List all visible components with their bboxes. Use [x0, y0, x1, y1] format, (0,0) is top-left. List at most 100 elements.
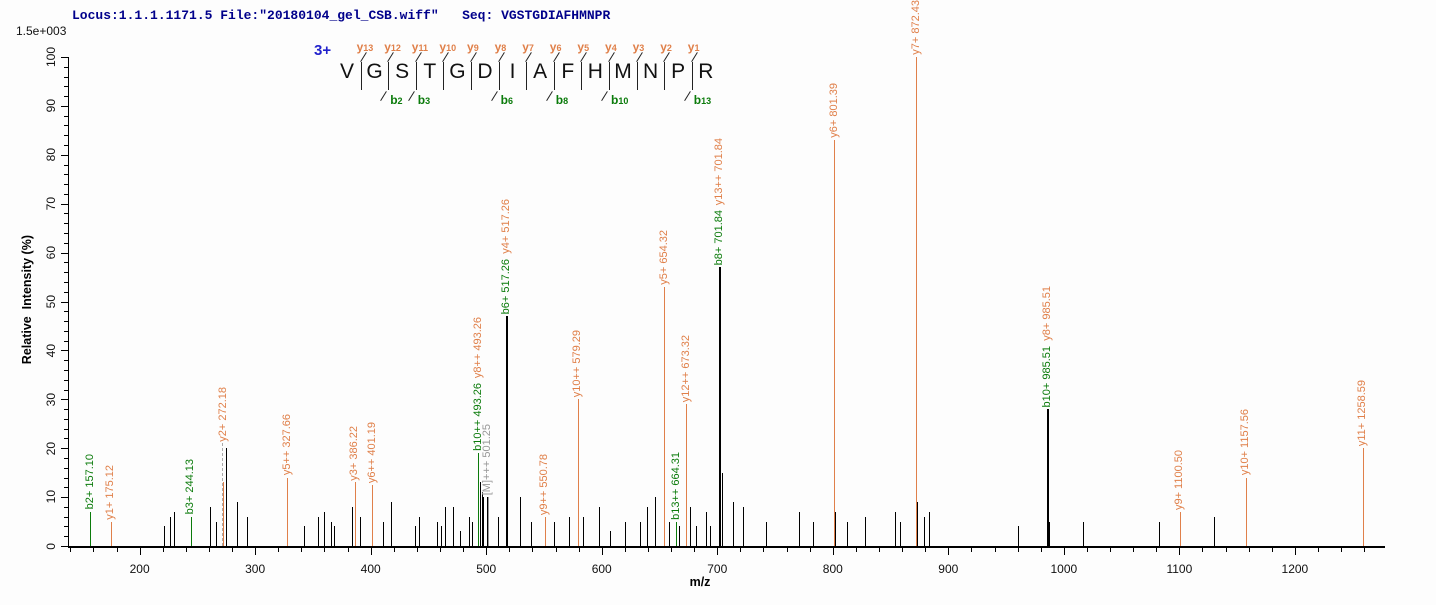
y-tick-major — [61, 546, 68, 547]
sequence-y-ion-label: y9 — [467, 40, 479, 54]
unlabeled-peak — [480, 482, 482, 546]
unlabeled-peak — [710, 526, 712, 546]
cleavage-mark — [691, 62, 693, 90]
unlabeled-peak — [317, 516, 319, 546]
peak-label: y13++ 701.84 — [712, 137, 725, 205]
y-tick-label-text: 100 — [44, 46, 58, 68]
y-tick-minor — [64, 321, 68, 323]
residue-letter: I — [509, 60, 516, 83]
y-tick-minor — [64, 291, 68, 293]
y-tick-label-text: 70 — [44, 197, 58, 211]
x-tick-minor — [578, 548, 580, 552]
y-tick-minor — [64, 369, 68, 371]
residue-letter: N — [643, 60, 659, 83]
unlabeled-peak — [471, 521, 473, 546]
x-tick-major — [832, 548, 834, 555]
y-tick-label-text: 80 — [44, 148, 58, 162]
sequence-b-ion-label: b3 — [417, 93, 431, 107]
sequence-y-ion-label: y1 — [687, 40, 700, 54]
unlabeled-peak — [436, 521, 438, 546]
residue-letter: G — [366, 60, 383, 83]
unlabeled-peak — [481, 492, 483, 546]
x-tick-minor — [162, 548, 164, 552]
peak-label: y3+ 386.22 — [348, 425, 361, 481]
y-tick-label-text: 10 — [44, 490, 58, 504]
y-tick-label: 40 — [44, 330, 58, 370]
residue-letter: P — [671, 60, 686, 83]
x-tick-minor — [555, 548, 557, 552]
x-axis-title: m/z — [689, 575, 711, 589]
unlabeled-peak — [609, 531, 611, 546]
unlabeled-peak — [732, 501, 734, 546]
unlabeled-peak — [303, 526, 305, 546]
peak-label-stack: y5+ 654.32 — [656, 230, 672, 285]
x-tick-minor — [70, 548, 72, 552]
unlabeled-peak — [917, 501, 918, 546]
unlabeled-peak — [469, 516, 471, 546]
unlabeled-peak — [383, 521, 385, 546]
unlabeled-peak — [582, 516, 584, 546]
y-tick-minor — [64, 506, 68, 508]
y-tick-minor — [64, 184, 68, 186]
y-tick-minor — [64, 457, 68, 459]
x-tick-label: 500 — [476, 562, 497, 576]
x-tick-minor — [532, 548, 534, 552]
unlabeled-peak — [900, 521, 902, 546]
peak-label: y10+ 1157.56 — [1239, 409, 1252, 476]
peak-label-stack: y4+ 517.26 b6+ 517.26 — [498, 199, 514, 314]
x-tick-minor — [1133, 548, 1135, 552]
y-tick-minor — [64, 516, 68, 518]
y-tick-label: 50 — [44, 282, 58, 322]
unlabeled-peak — [247, 516, 249, 546]
y-tick-label-text: 0 — [44, 542, 58, 550]
y-tick-major — [61, 252, 68, 254]
unlabeled-peak — [459, 531, 461, 546]
y-tick-minor — [64, 115, 68, 117]
peak-label: y11+ 1258.59 — [1356, 380, 1369, 447]
peak-label-stack: y1+ 175.12 — [103, 465, 119, 520]
annotated-peak — [354, 482, 356, 546]
sequence-b-ion-label: b8 — [555, 93, 569, 107]
unlabeled-peak — [333, 526, 335, 546]
x-tick-label: 600 — [591, 562, 612, 576]
peak-label: y4+ 517.26 — [499, 199, 512, 254]
precursor-charge-label: 3+ — [314, 42, 332, 59]
y-tick-major — [61, 497, 68, 499]
y-tick-major — [61, 154, 68, 156]
residue-letter: G — [449, 60, 466, 83]
peak-label-stack: y5++ 327.66 — [279, 414, 295, 475]
x-tick-major — [717, 548, 719, 555]
x-tick-minor — [902, 548, 904, 552]
y-tick-minor — [64, 409, 68, 411]
x-axis — [68, 546, 1385, 548]
peak-label: y6+ 801.39 — [827, 83, 840, 139]
unlabeled-peak — [895, 511, 897, 546]
annotation-guide-line — [221, 443, 223, 546]
x-tick-minor — [1086, 548, 1088, 552]
cleavage-mark — [443, 62, 445, 90]
y-tick-minor — [64, 223, 68, 225]
x-tick-major — [1063, 548, 1065, 555]
y-tick-minor — [64, 340, 68, 342]
annotated-peak — [287, 477, 289, 546]
unlabeled-peak — [1083, 521, 1085, 546]
residue-letter: T — [423, 60, 437, 83]
annotated-peak — [506, 316, 509, 546]
y-tick-major — [61, 203, 68, 205]
unlabeled-peak — [696, 526, 698, 546]
unlabeled-peak — [215, 521, 217, 546]
peak-label: y8++ 493.26 — [471, 317, 484, 379]
unlabeled-peak — [391, 501, 393, 546]
sequence-y-ion-label: y10 — [439, 40, 457, 54]
y-tick-minor — [64, 428, 68, 430]
unlabeled-peak — [924, 516, 926, 546]
y-tick-minor — [64, 96, 68, 98]
y-tick-minor — [64, 76, 68, 78]
sequence-b-ion-label: b13 — [693, 93, 712, 107]
y-tick-minor — [64, 526, 68, 528]
y-tick-minor — [64, 477, 68, 479]
x-tick-major — [601, 548, 603, 555]
unlabeled-peak — [624, 521, 626, 546]
y-tick-major — [61, 448, 68, 450]
